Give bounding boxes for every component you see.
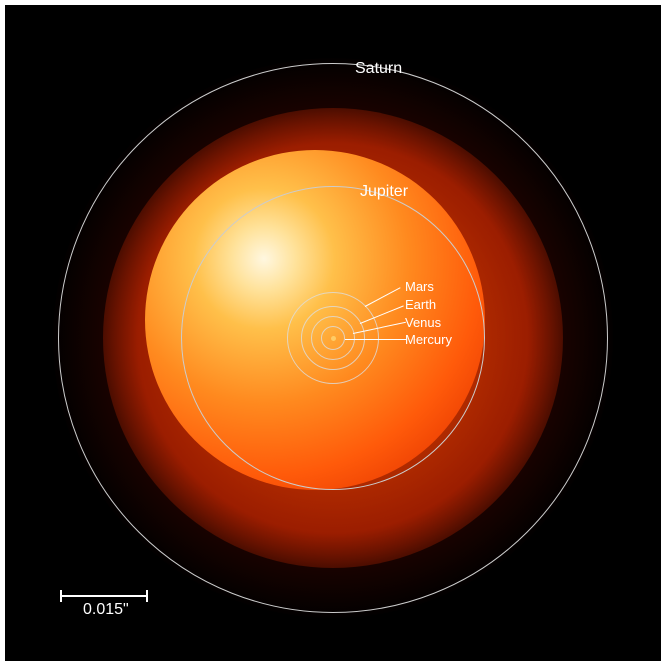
label-venus: Venus [405, 315, 441, 330]
sun-dot [331, 336, 336, 341]
scale-label: 0.015" [83, 601, 129, 619]
label-saturn: Saturn [355, 60, 402, 78]
scale-bar [60, 595, 148, 597]
leader-mercury [345, 339, 407, 340]
label-earth: Earth [405, 297, 436, 312]
scale-tick-left [60, 590, 62, 602]
label-mercury: Mercury [405, 332, 452, 347]
scale-tick-right [146, 590, 148, 602]
diagram-frame: Saturn Jupiter Mars Earth Venus Mercury … [5, 5, 661, 661]
label-mars: Mars [405, 279, 434, 294]
label-jupiter: Jupiter [360, 183, 408, 201]
